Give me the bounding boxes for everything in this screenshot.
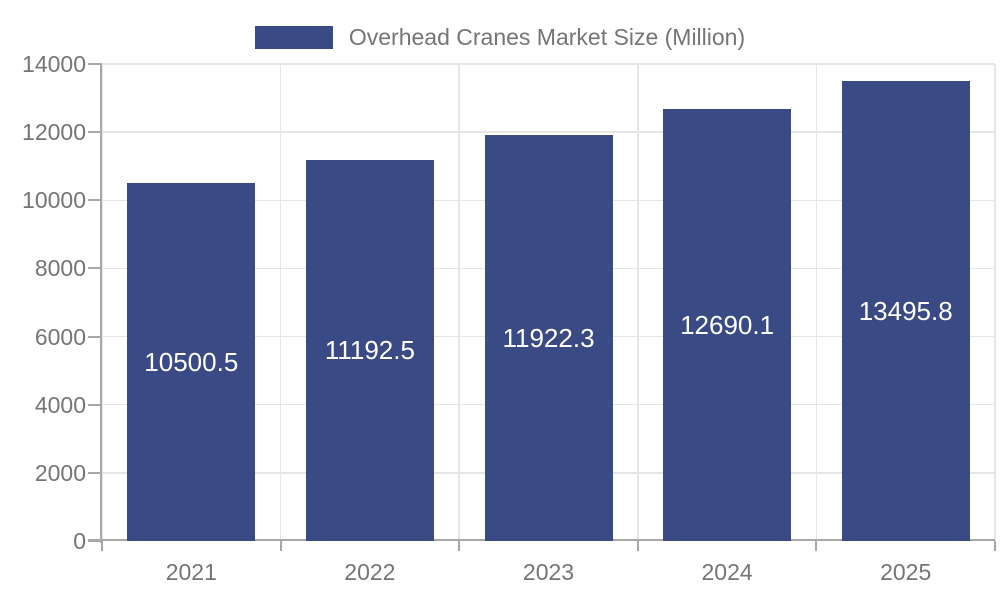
grid-line-vertical [279, 64, 282, 541]
y-axis-tick [88, 131, 102, 134]
y-axis-tick [88, 63, 102, 65]
x-axis-tick [994, 541, 996, 551]
grid-line-vertical [101, 64, 103, 541]
x-tick-label: 2025 [880, 559, 932, 585]
legend-swatch [254, 26, 333, 49]
legend-label: Overhead Cranes Market Size (Million) [348, 24, 746, 50]
y-axis-line [100, 64, 102, 543]
bar-value-label: 12690.1 [680, 309, 775, 340]
y-axis-tick [88, 403, 102, 406]
grid-line-vertical [637, 64, 639, 541]
x-axis-tick [458, 541, 461, 551]
grid-line-vertical [994, 64, 996, 541]
bar [305, 159, 434, 541]
y-tick-label: 0 [73, 528, 86, 554]
bar-value-label: 13495.8 [858, 296, 953, 327]
bar-value-label: 11192.5 [324, 335, 415, 366]
bar-value-label: 10500.5 [144, 347, 239, 378]
y-tick-label: 10000 [22, 187, 86, 214]
x-tick-label: 2024 [701, 559, 753, 585]
x-tick-label: 2023 [522, 559, 575, 585]
y-axis-tick [88, 471, 102, 474]
x-axis-tick [815, 541, 818, 551]
y-tick-label: 2000 [34, 459, 86, 486]
y-axis-tick [88, 199, 102, 202]
bar-value-label: 11922.3 [502, 322, 595, 353]
bar [663, 108, 792, 541]
y-axis-tick [88, 335, 102, 338]
grid-line-vertical [815, 64, 818, 541]
bar [127, 183, 256, 541]
x-axis-tick [636, 541, 639, 551]
y-tick-label: 6000 [34, 323, 86, 350]
x-tick-label: 2022 [344, 559, 396, 585]
bar [841, 81, 970, 541]
y-axis-tick [88, 267, 102, 270]
y-axis-tick [88, 540, 102, 542]
bar [484, 134, 613, 541]
x-axis-tick [279, 541, 282, 551]
x-tick-label: 2021 [165, 559, 217, 585]
grid-line-vertical [458, 64, 460, 541]
grid-line-horizontal [102, 63, 995, 65]
y-tick-label: 14000 [22, 51, 86, 77]
y-tick-label: 8000 [34, 255, 86, 282]
x-axis-tick [101, 541, 103, 551]
grid-line-horizontal [102, 131, 995, 133]
legend: Overhead Cranes Market Size (Million) [0, 24, 1000, 51]
y-tick-label: 12000 [22, 119, 86, 146]
y-tick-label: 4000 [34, 391, 86, 418]
